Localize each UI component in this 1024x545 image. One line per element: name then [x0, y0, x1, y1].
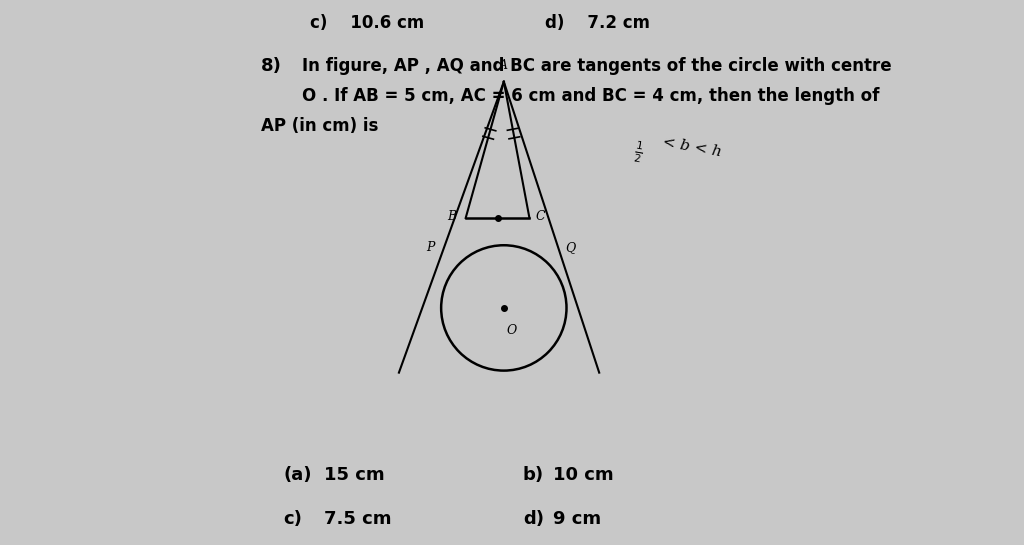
- Text: d): d): [523, 510, 544, 528]
- Text: 7.5 cm: 7.5 cm: [324, 510, 391, 528]
- Text: c): c): [283, 510, 302, 528]
- Text: b): b): [523, 466, 544, 484]
- Text: (a): (a): [283, 466, 311, 484]
- Text: c)    10.6 cm: c) 10.6 cm: [310, 14, 425, 32]
- Text: O . If AB = 5 cm, AC = 6 cm and BC = 4 cm, then the length of: O . If AB = 5 cm, AC = 6 cm and BC = 4 c…: [302, 87, 880, 105]
- Text: Q: Q: [565, 241, 575, 255]
- Text: AP (in cm) is: AP (in cm) is: [261, 117, 379, 135]
- Text: A: A: [500, 59, 508, 72]
- Text: 10 cm: 10 cm: [553, 466, 613, 484]
- Text: 8): 8): [261, 57, 283, 75]
- Text: d)    7.2 cm: d) 7.2 cm: [545, 14, 649, 32]
- Text: In figure, AP , AQ and BC are tangents of the circle with centre: In figure, AP , AQ and BC are tangents o…: [302, 57, 892, 75]
- Text: < b < h: < b < h: [662, 135, 723, 159]
- Text: O: O: [507, 324, 517, 337]
- Text: B: B: [446, 210, 456, 223]
- Text: P: P: [426, 241, 434, 255]
- Text: $\frac{1}{2}$: $\frac{1}{2}$: [632, 139, 645, 166]
- Text: C: C: [536, 210, 546, 223]
- Text: 15 cm: 15 cm: [324, 466, 385, 484]
- Text: 9 cm: 9 cm: [553, 510, 601, 528]
